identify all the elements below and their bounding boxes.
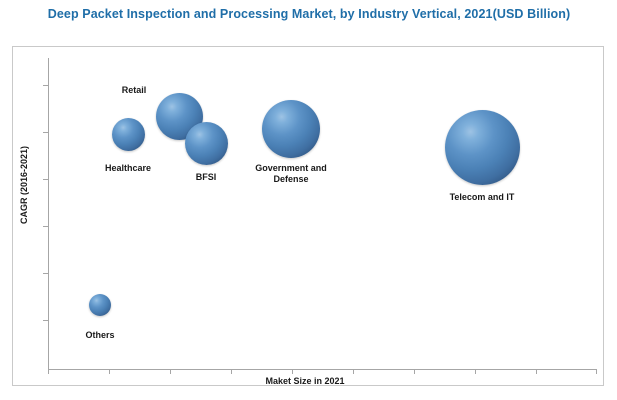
- bubble-label-government-and-defense: Government and Defense: [255, 163, 327, 184]
- y-axis-line: [48, 58, 49, 370]
- x-axis-tick: [231, 369, 232, 374]
- bubble-label-telecom-and-it: Telecom and IT: [449, 192, 515, 202]
- x-axis-tick: [596, 369, 597, 374]
- bubble-others[interactable]: [89, 294, 111, 316]
- plot-frame: [12, 46, 604, 386]
- bubble-label-healthcare: Healthcare: [104, 163, 152, 173]
- x-axis-tick: [414, 369, 415, 374]
- y-axis-tick: [43, 273, 48, 274]
- x-axis-tick: [292, 369, 293, 374]
- x-axis-title: Maket Size in 2021: [265, 376, 345, 386]
- bubble-healthcare[interactable]: [111, 117, 145, 151]
- x-axis-tick: [109, 369, 110, 374]
- y-axis-tick: [43, 320, 48, 321]
- bubble-label-others: Others: [85, 330, 115, 340]
- y-axis-tick: [43, 85, 48, 86]
- y-axis-tick: [43, 179, 48, 180]
- x-axis-line: [48, 369, 596, 370]
- bubble-telecom-and-it[interactable]: [444, 109, 520, 185]
- bubble-bfsi[interactable]: [184, 121, 228, 165]
- y-axis-tick: [43, 226, 48, 227]
- x-axis-tick: [475, 369, 476, 374]
- bubble-government-and-defense[interactable]: [262, 100, 320, 158]
- x-axis-tick: [536, 369, 537, 374]
- x-axis-tick: [353, 369, 354, 374]
- y-axis-title: CAGR (2016-2021): [19, 145, 29, 225]
- x-axis-tick: [170, 369, 171, 374]
- chart-title: Deep Packet Inspection and Processing Ma…: [47, 7, 571, 21]
- bubble-label-retail: Retail: [121, 85, 147, 95]
- x-axis-tick: [48, 369, 49, 374]
- y-axis-tick: [43, 132, 48, 133]
- bubble-label-bfsi: BFSI: [195, 172, 217, 182]
